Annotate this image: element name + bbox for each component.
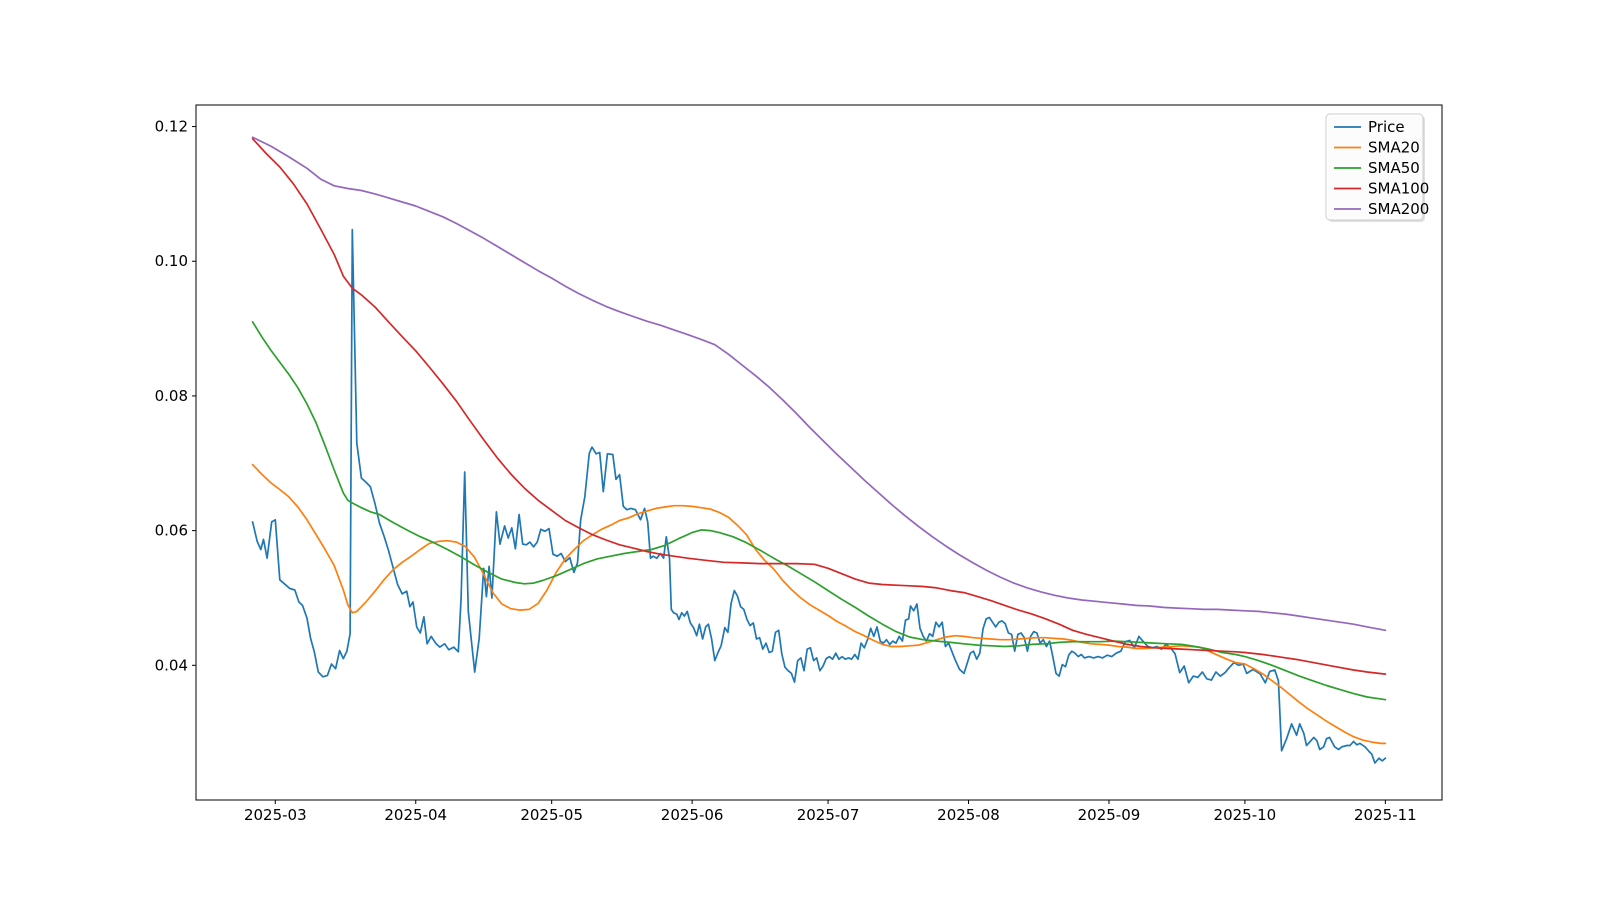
x-tick-label: 2025-06 [661,806,724,824]
series-group [251,136,1387,764]
legend-label-sma200: SMA200 [1368,200,1429,218]
legend: Price SMA20 SMA50 SMA100 SMA200 [1325,113,1429,222]
y-tick-label: 0.08 [155,387,188,405]
legend-label-sma20: SMA20 [1368,139,1420,157]
y-tick-label: 0.10 [155,252,188,270]
series-line-sma200 [251,136,1387,632]
series-line-sma50 [251,321,1387,701]
x-tick-label: 2025-03 [244,806,307,824]
y-tick-label: 0.04 [155,656,188,674]
series-line-price [251,228,1387,764]
axes-spines [195,104,1443,801]
series-line-sma100 [251,137,1387,675]
x-tick-label: 2025-08 [937,806,1000,824]
x-tick-label: 2025-10 [1214,806,1277,824]
legend-label-price: Price [1368,118,1405,136]
legend-label-sma100: SMA100 [1368,180,1429,198]
x-axis: 2025-03 2025-04 2025-05 2025-06 2025-07 2025-… [244,800,1417,824]
y-axis: 0.04 0.06 0.08 0.10 0.12 [155,118,196,674]
x-tick-label: 2025-05 [520,806,583,824]
x-tick-label: 2025-11 [1354,806,1417,824]
legend-box [1325,113,1424,221]
x-tick-label: 2025-07 [797,806,860,824]
x-tick-label: 2025-04 [384,806,447,824]
x-tick-label: 2025-09 [1078,806,1141,824]
y-tick-label: 0.12 [155,118,188,136]
legend-label-sma50: SMA50 [1368,159,1420,177]
y-tick-label: 0.06 [155,522,188,540]
